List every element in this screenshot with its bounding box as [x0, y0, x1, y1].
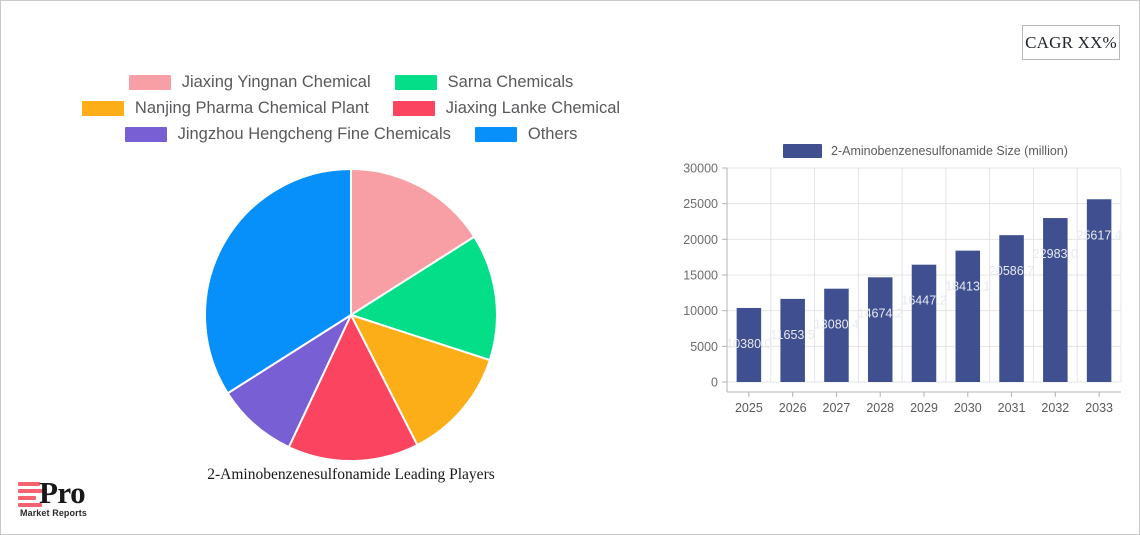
bar[interactable]	[955, 250, 981, 382]
bar-legend-label: 2-Aminobenzenesulfonamide Size (million)	[831, 144, 1068, 158]
y-axis-tick-label: 0	[711, 376, 718, 390]
bar-value-label: 18413.1	[945, 280, 990, 294]
pie-slice[interactable]	[350, 168, 476, 317]
bar-value-label: 13080.4	[814, 318, 859, 332]
legend-item-label: Others	[527, 125, 578, 143]
x-axis-tick-label: 2031	[998, 401, 1026, 415]
legend-item-sarna-chemicals[interactable]: Sarna Chemicals	[394, 73, 574, 92]
x-axis-tick-label: 2026	[779, 401, 807, 415]
bar-chart-svg: 0 5000 10000 15000 20000 25000 30000 10380.011…	[683, 162, 1122, 416]
bar[interactable]	[1086, 199, 1112, 382]
pie-legend-row: Jingzhou Hengcheng Fine Chemicals Others	[41, 125, 661, 144]
bar-chart-x-axis: 2025 2026 2027 2028 2029 2030 2031 2032 2033	[727, 391, 1121, 415]
cagr-badge-label: CAGR XX%	[1025, 32, 1117, 52]
bar[interactable]	[780, 298, 805, 382]
x-axis-tick-label: 2028	[866, 401, 894, 415]
y-axis-tick-label: 20000	[683, 233, 718, 247]
pie-chart-svg	[204, 168, 498, 462]
legend-swatch-icon	[124, 127, 167, 142]
bar-value-label: 16447.2	[901, 294, 946, 308]
bar-chart-y-axis: 0 5000 10000 15000 20000 25000 30000	[683, 162, 728, 392]
bar[interactable]	[911, 264, 937, 382]
x-axis-tick-label: 2030	[954, 401, 982, 415]
legend-swatch-icon	[81, 101, 124, 116]
logo-subtitle: Market Reports	[20, 508, 87, 518]
pie-slice[interactable]	[226, 312, 354, 449]
pie-chart	[204, 168, 498, 462]
pie-legend-row: Jiaxing Yingnan Chemical Sarna Chemicals	[41, 73, 661, 92]
bar-value-label: 25617.4	[1077, 228, 1122, 242]
legend-item-label: Jingzhou Hengcheng Fine Chemicals	[177, 125, 451, 143]
legend-swatch-icon	[392, 101, 435, 116]
pie-legend-row: Nanjing Pharma Chemical Plant Jiaxing La…	[41, 99, 661, 118]
y-axis-tick-label: 25000	[683, 197, 718, 211]
legend-item-label: Jiaxing Lanke Chemical	[445, 99, 621, 117]
pie-slice[interactable]	[287, 312, 419, 462]
bar-value-label: 11653.5	[771, 328, 815, 342]
bar-value-label: 20586.7	[989, 264, 1034, 278]
y-axis-tick-label: 10000	[683, 304, 718, 318]
bar-chart-legend[interactable]: 2-Aminobenzenesulfonamide Size (million)	[783, 144, 1068, 158]
x-axis-tick-label: 2033	[1085, 401, 1113, 415]
cagr-badge: CAGR XX%	[1022, 25, 1120, 60]
legend-item-label: Sarna Chemicals	[447, 73, 574, 91]
bar[interactable]	[1043, 218, 1068, 382]
y-axis-tick-label: 30000	[683, 162, 718, 176]
pie-legend: Jiaxing Yingnan Chemical Sarna Chemicals…	[41, 73, 661, 151]
bar[interactable]	[999, 235, 1024, 382]
legend-item-jingzhou-hengcheng-fine-chemicals[interactable]: Jingzhou Hengcheng Fine Chemicals	[124, 125, 451, 144]
legend-swatch-icon	[128, 75, 171, 90]
pie-chart-caption: 2-Aminobenzenesulfonamide Leading Player…	[207, 466, 495, 483]
pie-slice[interactable]	[204, 168, 352, 395]
legend-item-others[interactable]: Others	[474, 125, 578, 144]
legend-swatch-icon	[394, 75, 437, 90]
logo-wordmark: Pro	[39, 475, 86, 510]
legend-item-label: Jiaxing Yingnan Chemical	[181, 73, 371, 91]
y-axis-tick-label: 5000	[690, 340, 718, 354]
bar[interactable]	[824, 288, 849, 382]
y-axis-tick-label: 15000	[683, 269, 718, 283]
x-axis-tick-label: 2032	[1041, 401, 1069, 415]
brand-logo: Pro Market Reports	[18, 475, 98, 521]
bar-value-label: 22983.0	[1033, 247, 1078, 261]
bar-value-label: 10380.0	[726, 337, 771, 351]
bar[interactable]	[867, 277, 893, 382]
logo-bars-icon	[18, 482, 44, 510]
pie-slice[interactable]	[349, 313, 492, 447]
legend-swatch-icon	[474, 127, 517, 142]
x-axis-tick-label: 2027	[823, 401, 851, 415]
legend-item-jiaxing-lanke-chemical[interactable]: Jiaxing Lanke Chemical	[392, 99, 621, 118]
pie-slice[interactable]	[348, 235, 498, 362]
legend-swatch-icon	[783, 144, 822, 158]
x-axis-tick-label: 2029	[910, 401, 938, 415]
legend-item-label: Nanjing Pharma Chemical Plant	[134, 99, 369, 117]
bar-value-label: 14674.2	[858, 306, 903, 320]
x-axis-tick-label: 2025	[735, 401, 763, 415]
bar-chart: 2-Aminobenzenesulfonamide Size (million)…	[677, 142, 1127, 417]
legend-item-nanjing-pharma-chemical-plant[interactable]: Nanjing Pharma Chemical Plant	[81, 99, 369, 118]
bar[interactable]	[736, 307, 762, 382]
bar-chart-bars: 10380.011653.513080.414674.216447.218413…	[726, 199, 1122, 382]
legend-item-jiaxing-yingnan-chemical[interactable]: Jiaxing Yingnan Chemical	[128, 73, 371, 92]
